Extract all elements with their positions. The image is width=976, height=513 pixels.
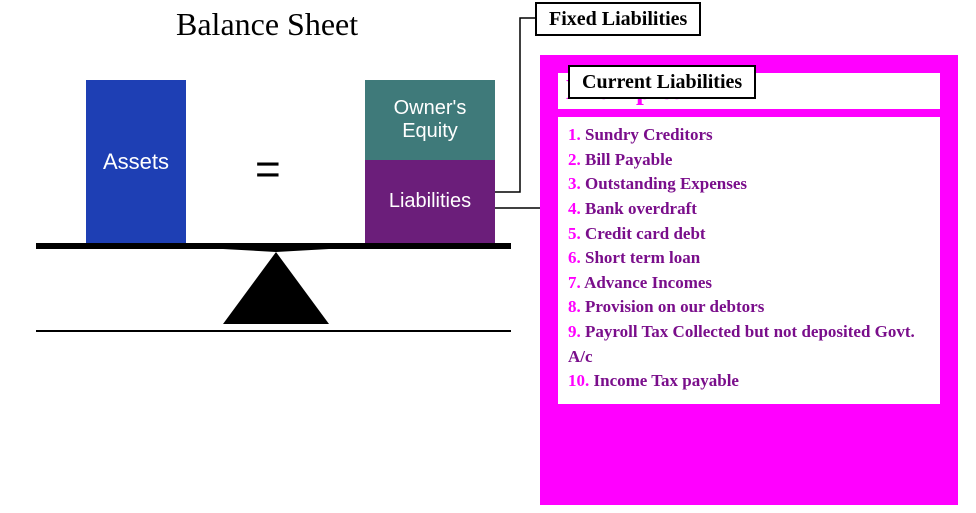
example-item: 4. Bank overdraft: [568, 197, 930, 222]
example-item-text: Short term loan: [585, 248, 700, 267]
example-item-number: 10.: [568, 371, 594, 390]
page-title: Balance Sheet: [176, 6, 358, 43]
example-item: 9. Payroll Tax Collected but not deposit…: [568, 320, 930, 369]
example-item: 7. Advance Incomes: [568, 271, 930, 296]
example-item: 5. Credit card debt: [568, 222, 930, 247]
example-item-text: Advance Incomes: [584, 273, 712, 292]
example-item-text: Bank overdraft: [585, 199, 697, 218]
example-item-number: 6.: [568, 248, 585, 267]
example-item: 1. Sundry Creditors: [568, 123, 930, 148]
equals-sign: =: [255, 145, 281, 195]
balance-pivot: [223, 249, 329, 324]
example-item-text: Payroll Tax Collected but not deposited …: [568, 322, 915, 366]
example-item-number: 2.: [568, 150, 585, 169]
example-item-number: 9.: [568, 322, 585, 341]
examples-list: 1. Sundry Creditors2. Bill Payable3. Out…: [558, 117, 940, 404]
example-item: 6. Short term loan: [568, 246, 930, 271]
example-item-number: 8.: [568, 297, 585, 316]
example-item-text: Provision on our debtors: [585, 297, 764, 316]
example-item-text: Bill Payable: [585, 150, 672, 169]
balance-baseline: [36, 330, 511, 332]
liabilities-block: Liabilities: [365, 160, 495, 243]
example-item: 3. Outstanding Expenses: [568, 172, 930, 197]
example-item-number: 5.: [568, 224, 585, 243]
example-item-text: Income Tax payable: [594, 371, 739, 390]
assets-label: Assets: [103, 149, 169, 174]
example-item-number: 4.: [568, 199, 585, 218]
example-item-text: Sundry Creditors: [585, 125, 713, 144]
current-liabilities-callout: Current Liabilities: [568, 65, 756, 99]
examples-panel: Examples 1. Sundry Creditors2. Bill Paya…: [540, 55, 958, 505]
example-item-text: Credit card debt: [585, 224, 706, 243]
example-item: 8. Provision on our debtors: [568, 295, 930, 320]
example-item-text: Outstanding Expenses: [585, 174, 747, 193]
example-item-number: 3.: [568, 174, 585, 193]
liabilities-label: Liabilities: [389, 190, 471, 213]
example-item-number: 1.: [568, 125, 585, 144]
owners-equity-label: Owner'sEquity: [394, 97, 467, 143]
assets-block: Assets: [86, 80, 186, 243]
fixed-liabilities-callout: Fixed Liabilities: [535, 2, 701, 36]
example-item-number: 7.: [568, 273, 584, 292]
example-item: 10. Income Tax payable: [568, 369, 930, 394]
example-item: 2. Bill Payable: [568, 148, 930, 173]
owners-equity-block: Owner'sEquity: [365, 80, 495, 160]
